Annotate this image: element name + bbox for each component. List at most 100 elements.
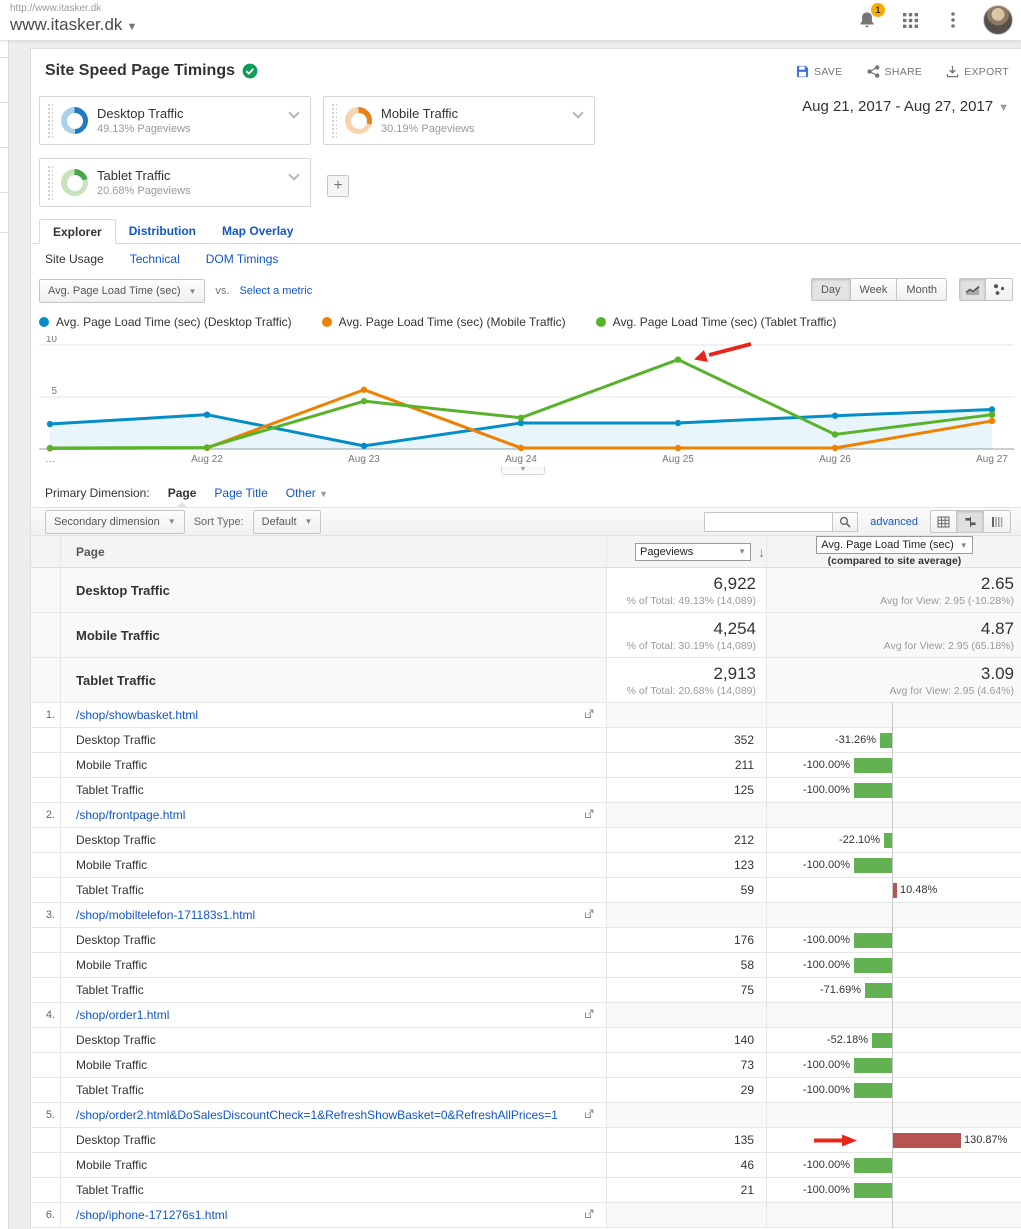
segment-card-mobile[interactable]: Mobile Traffic 30.19% Pageviews — [323, 96, 595, 145]
pageviews-value: 211 — [606, 753, 766, 777]
select-metric-link[interactable]: Select a metric — [239, 285, 313, 297]
segment-card-tablet[interactable]: Tablet Traffic 20.68% Pageviews — [39, 158, 311, 207]
legend-label: Avg. Page Load Time (sec) (Tablet Traffi… — [612, 315, 837, 329]
page-link[interactable]: /shop/frontpage.html — [76, 808, 186, 822]
dimension-page-title[interactable]: Page Title — [214, 486, 268, 500]
segment-donut-icon — [345, 107, 372, 134]
tab-map-overlay[interactable]: Map Overlay — [222, 224, 294, 238]
tab-distribution[interactable]: Distribution — [128, 224, 197, 238]
legend-item[interactable]: Avg. Page Load Time (sec) (Mobile Traffi… — [321, 315, 566, 329]
line-chart-button[interactable] — [959, 278, 986, 301]
sort-type-label: Sort Type: — [193, 515, 244, 528]
external-link-icon[interactable] — [584, 706, 594, 724]
chart-annotation-arrow — [694, 342, 752, 362]
data-view-button[interactable] — [930, 510, 957, 533]
add-segment-button[interactable]: + — [327, 174, 349, 197]
apps-grid-button[interactable] — [897, 7, 923, 33]
page-link[interactable]: /shop/order2.html&DoSalesDiscountCheck=1… — [76, 1108, 558, 1122]
secondary-dimension-button[interactable]: Secondary dimension ▼ — [45, 509, 185, 534]
pageviews-value: 46 — [606, 1153, 766, 1177]
segment-sub-row: Tablet Traffic 75 -71.69% — [31, 977, 1021, 1003]
comparison-cell: -22.10% — [766, 827, 1021, 853]
bar-axis — [892, 1102, 893, 1128]
advanced-filter-link[interactable]: advanced — [870, 515, 918, 528]
chevron-down-icon[interactable] — [572, 107, 584, 119]
date-range-selector[interactable]: Aug 21, 2017 - Aug 27, 2017 ▼ — [802, 98, 1009, 115]
comparison-bar — [884, 833, 892, 848]
segment-subtitle: 20.68% Pageviews — [97, 185, 191, 197]
more-menu-button[interactable] — [940, 7, 966, 33]
legend-item[interactable]: Avg. Page Load Time (sec) (Desktop Traff… — [39, 315, 292, 329]
motion-chart-button[interactable] — [986, 278, 1013, 301]
bar-axis — [892, 1127, 893, 1153]
subtab-site-usage[interactable]: Site Usage — [45, 252, 104, 266]
metric-selector[interactable]: Avg. Page Load Time (sec) ▼ — [39, 279, 206, 303]
dimension-page[interactable]: Page — [167, 486, 197, 507]
chevron-down-icon: ▼ — [998, 102, 1009, 114]
timeseries-chart[interactable]: 5 10 … Aug 22 Aug 23 Aug 24 Aug 25 Aug 26 Aug 27 — [39, 334, 1014, 468]
row-index: 2. — [45, 809, 55, 821]
primary-dimension-label: Primary Dimension: — [45, 486, 150, 500]
external-link-icon[interactable] — [584, 1206, 594, 1224]
svg-text:5: 5 — [51, 386, 57, 397]
sort-descending-icon[interactable]: ↓ — [758, 543, 765, 560]
pageviews-value: 21 — [606, 1178, 766, 1202]
segment-donut-icon — [61, 107, 88, 134]
save-button[interactable]: SAVE — [796, 65, 842, 78]
external-link-icon[interactable] — [584, 806, 594, 824]
subtab-technical[interactable]: Technical — [129, 252, 180, 266]
bar-axis — [892, 952, 893, 978]
share-button[interactable]: SHARE — [866, 65, 923, 78]
granularity-day[interactable]: Day — [810, 278, 851, 301]
comparison-view-button[interactable] — [957, 510, 984, 533]
page-link[interactable]: /shop/mobiltelefon-171183s1.html — [76, 908, 256, 922]
drag-handle[interactable] — [47, 102, 53, 139]
dimension-other[interactable]: Other ▼ — [285, 486, 329, 500]
notification-badge: 1 — [871, 3, 885, 17]
tab-explorer[interactable]: Explorer — [39, 219, 116, 244]
pageviews-value: 125 — [606, 778, 766, 802]
sort-type-button[interactable]: Default ▼ — [252, 509, 322, 534]
segment-card-desktop[interactable]: Desktop Traffic 49.13% Pageviews — [39, 96, 311, 145]
drag-handle[interactable] — [47, 164, 53, 201]
external-link-icon[interactable] — [584, 1106, 594, 1124]
segment-sub-row: Tablet Traffic 125 -100.00% — [31, 777, 1021, 803]
bar-axis — [892, 902, 893, 928]
page-link[interactable]: /shop/showbasket.html — [76, 708, 199, 722]
page-link[interactable]: /shop/iphone-171276s1.html — [76, 1208, 228, 1222]
svg-text:Aug 24: Aug 24 — [505, 454, 537, 465]
chart-expand-handle[interactable]: ▼ — [501, 466, 545, 475]
avg-column-selector[interactable]: Avg. Page Load Time (sec) ▼ — [816, 536, 973, 554]
granularity-week[interactable]: Week — [850, 278, 898, 301]
pageviews-column-selector[interactable]: Pageviews ▼ — [635, 542, 751, 561]
legend-dot-icon — [39, 317, 49, 327]
user-avatar[interactable] — [983, 5, 1013, 35]
avg-subtext: Avg for View: 2.95 (-10.28%) — [880, 595, 1014, 607]
pageviews-subtext: % of Total: 49.13% (14,089) — [626, 595, 756, 607]
segment-label: Desktop Traffic — [76, 1033, 156, 1047]
table-search-input[interactable] — [704, 511, 833, 532]
segment-label: Tablet Traffic — [76, 983, 144, 997]
account-selector[interactable]: www.itasker.dk ▼ — [10, 15, 137, 35]
pivot-view-button[interactable] — [984, 510, 1011, 533]
external-link-icon[interactable] — [584, 1006, 594, 1024]
segment-label: Tablet Traffic — [76, 672, 156, 688]
legend-item[interactable]: Avg. Page Load Time (sec) (Tablet Traffi… — [595, 315, 837, 329]
subtab-dom-timings[interactable]: DOM Timings — [205, 252, 279, 266]
bar-axis — [892, 752, 893, 778]
collapsed-left-nav[interactable] — [0, 41, 9, 1229]
drag-handle[interactable] — [331, 102, 337, 139]
search-button[interactable] — [832, 511, 859, 532]
comparison-bar — [854, 758, 892, 773]
svg-text:10: 10 — [46, 336, 58, 345]
external-link-icon[interactable] — [584, 906, 594, 924]
export-button[interactable]: EXPORT — [946, 65, 1009, 78]
legend-dot-icon — [321, 317, 332, 327]
granularity-month[interactable]: Month — [897, 278, 947, 301]
page-link[interactable]: /shop/order1.html — [76, 1008, 170, 1022]
notifications-button[interactable]: 1 — [854, 3, 885, 33]
chevron-down-icon[interactable] — [288, 107, 300, 119]
chevron-down-icon[interactable] — [288, 169, 300, 181]
segment-sub-row: Desktop Traffic 140 -52.18% — [31, 1027, 1021, 1053]
segment-sub-row: Tablet Traffic 21 -100.00% — [31, 1177, 1021, 1203]
